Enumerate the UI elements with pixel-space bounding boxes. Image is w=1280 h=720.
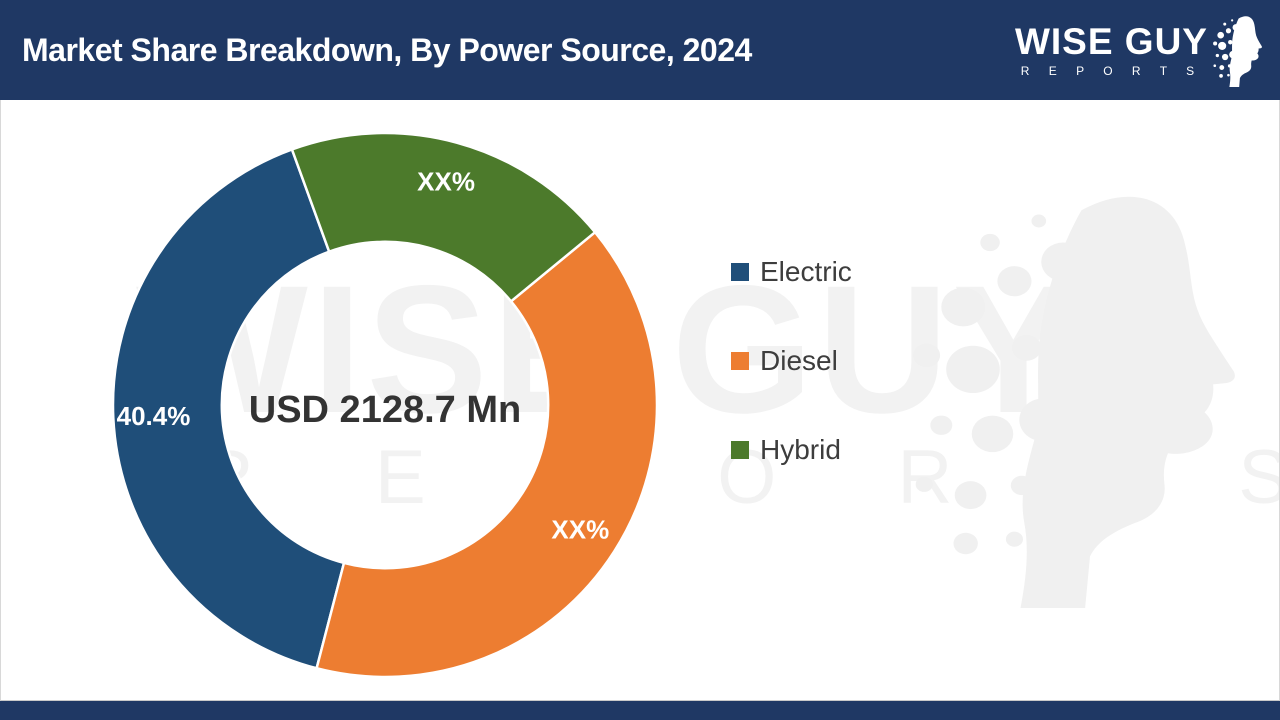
header-bar: Market Share Breakdown, By Power Source,… — [0, 0, 1280, 100]
donut-chart: 40.4% XX% XX% USD 2128.7 Mn — [111, 131, 659, 679]
chart-legend: Electric Diesel Hybrid — [731, 258, 852, 525]
watermark-face-icon — [913, 196, 1235, 608]
chart-area: WISE GUY R E P O R T S 40.4% XX% XX% USD 21… — [0, 100, 1280, 701]
brand-name: WISE GUY — [1014, 20, 1208, 62]
footer-bar — [0, 701, 1280, 720]
brand-subname: R E P O R T S — [1020, 63, 1203, 78]
slice-label-diesel: XX% — [551, 515, 609, 545]
page-title: Market Share Breakdown, By Power Source,… — [22, 31, 752, 68]
legend-label-hybrid: Hybrid — [760, 434, 841, 465]
legend-swatch-diesel — [731, 352, 749, 370]
donut-slice-hybrid — [290, 131, 597, 303]
slice-label-hybrid: XX% — [417, 166, 475, 196]
donut-slice-electric — [111, 148, 346, 670]
brand-face-icon — [1213, 16, 1262, 87]
legend-swatch-electric — [731, 263, 749, 281]
legend-swatch-hybrid — [731, 441, 749, 459]
legend-label-electric: Electric — [760, 256, 852, 287]
donut-slice-diesel — [315, 230, 659, 679]
legend-label-diesel: Diesel — [760, 345, 838, 376]
legend-item-diesel: Diesel — [731, 347, 852, 375]
center-value-label: USD 2128.7 Mn — [249, 389, 521, 431]
legend-item-hybrid: Hybrid — [731, 436, 852, 464]
slice-label-electric: 40.4% — [117, 401, 191, 431]
brand-logo: WISE GUY R E P O R T S — [1015, 13, 1264, 87]
brand-logo-text: WISE GUY R E P O R T S — [1015, 23, 1208, 78]
legend-item-electric: Electric — [731, 258, 852, 286]
